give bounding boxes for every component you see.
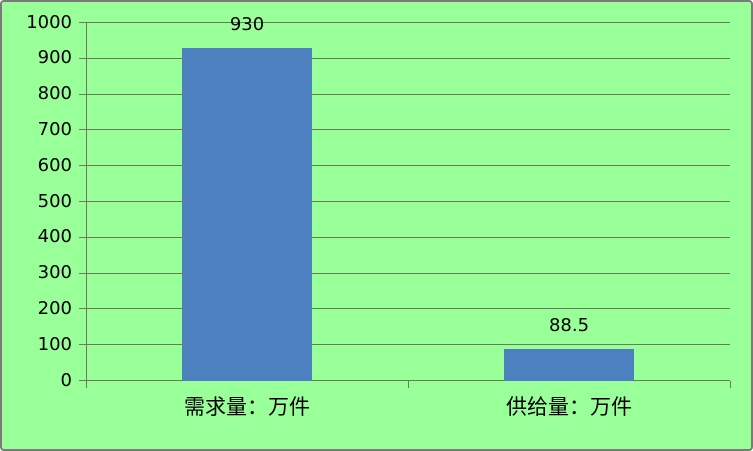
category-label: 供给量：万件 (506, 395, 632, 419)
y-tick-label: 300 (37, 262, 72, 284)
gridline (86, 201, 730, 203)
bar (504, 348, 634, 381)
y-axis-tick (79, 344, 86, 346)
bar (182, 47, 312, 381)
bar-value-label: 88.5 (548, 314, 590, 336)
y-tick-label: 1000 (26, 11, 72, 33)
y-axis-tick (79, 236, 86, 238)
y-axis-tick (79, 57, 86, 59)
gridline (86, 93, 730, 95)
y-axis-tick (79, 22, 86, 23)
y-tick-label: 900 (37, 47, 72, 69)
gridline (86, 22, 730, 23)
y-axis-tick (79, 201, 86, 203)
gridline (86, 129, 730, 131)
y-tick-label: 200 (37, 297, 72, 319)
gridline (86, 308, 730, 310)
y-axis-tick (79, 93, 86, 95)
category-label: 需求量：万件 (184, 395, 310, 419)
bar-value-label: 930 (229, 13, 265, 35)
y-tick-label: 600 (37, 154, 72, 176)
y-axis-tick (79, 165, 86, 167)
y-tick-label: 400 (37, 226, 72, 248)
gridline (86, 165, 730, 167)
y-tick-label: 700 (37, 118, 72, 140)
y-axis-tick (79, 380, 86, 382)
y-tick-label: 0 (60, 369, 72, 391)
gridline (86, 272, 730, 274)
gridline (86, 236, 730, 238)
x-axis-tick (729, 380, 731, 388)
y-axis-tick (79, 272, 86, 274)
gridline (86, 344, 730, 346)
x-axis-tick (407, 380, 409, 388)
gridline (86, 57, 730, 59)
y-axis-line (85, 22, 87, 388)
y-tick-label: 800 (37, 83, 72, 105)
y-tick-label: 100 (37, 333, 72, 355)
y-axis-tick (79, 129, 86, 131)
y-axis-tick (79, 308, 86, 310)
y-tick-label: 500 (37, 190, 72, 212)
